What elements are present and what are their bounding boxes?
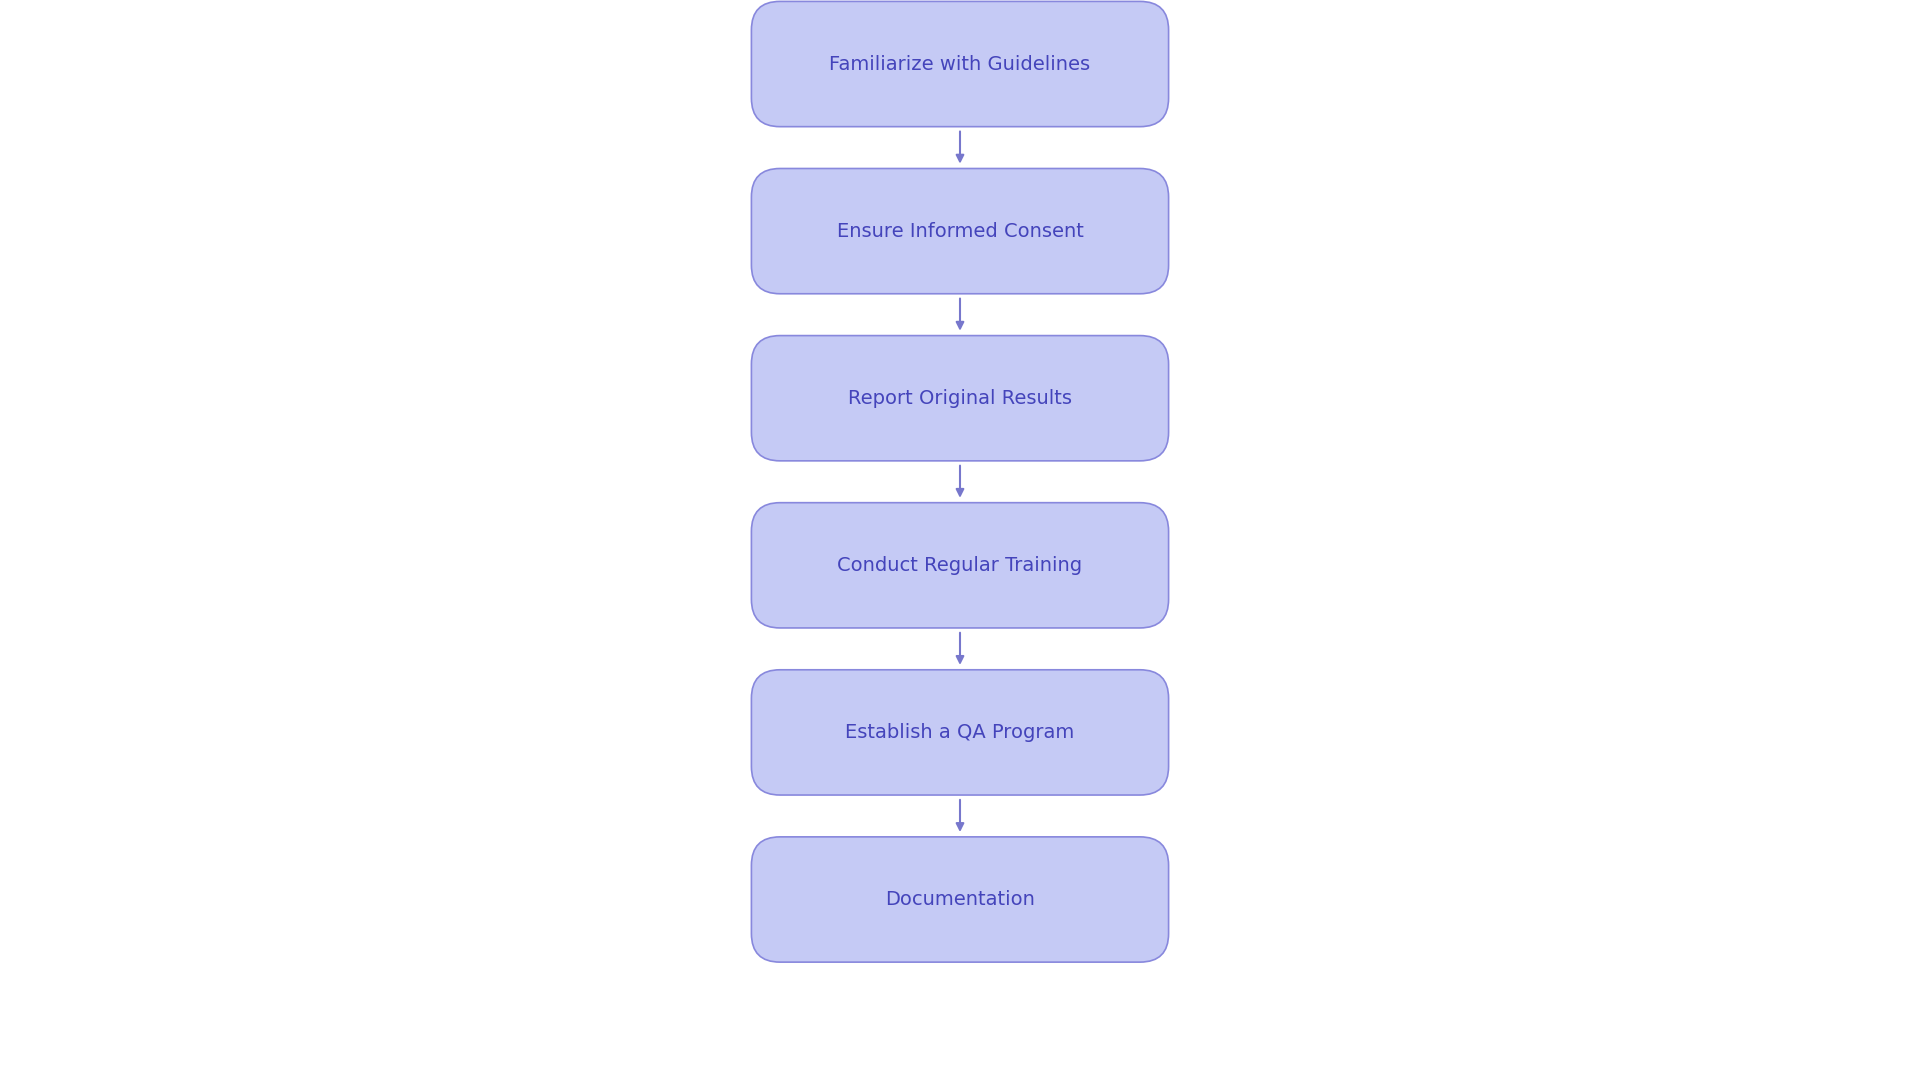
Text: Familiarize with Guidelines: Familiarize with Guidelines — [829, 54, 1091, 74]
Text: Report Original Results: Report Original Results — [849, 389, 1071, 407]
FancyBboxPatch shape — [751, 503, 1169, 628]
FancyBboxPatch shape — [751, 837, 1169, 962]
FancyBboxPatch shape — [751, 669, 1169, 795]
Text: Documentation: Documentation — [885, 890, 1035, 909]
Text: Ensure Informed Consent: Ensure Informed Consent — [837, 222, 1083, 240]
Text: Establish a QA Program: Establish a QA Program — [845, 723, 1075, 742]
FancyBboxPatch shape — [751, 169, 1169, 293]
FancyBboxPatch shape — [751, 1, 1169, 127]
FancyBboxPatch shape — [751, 336, 1169, 461]
Text: Conduct Regular Training: Conduct Regular Training — [837, 556, 1083, 575]
